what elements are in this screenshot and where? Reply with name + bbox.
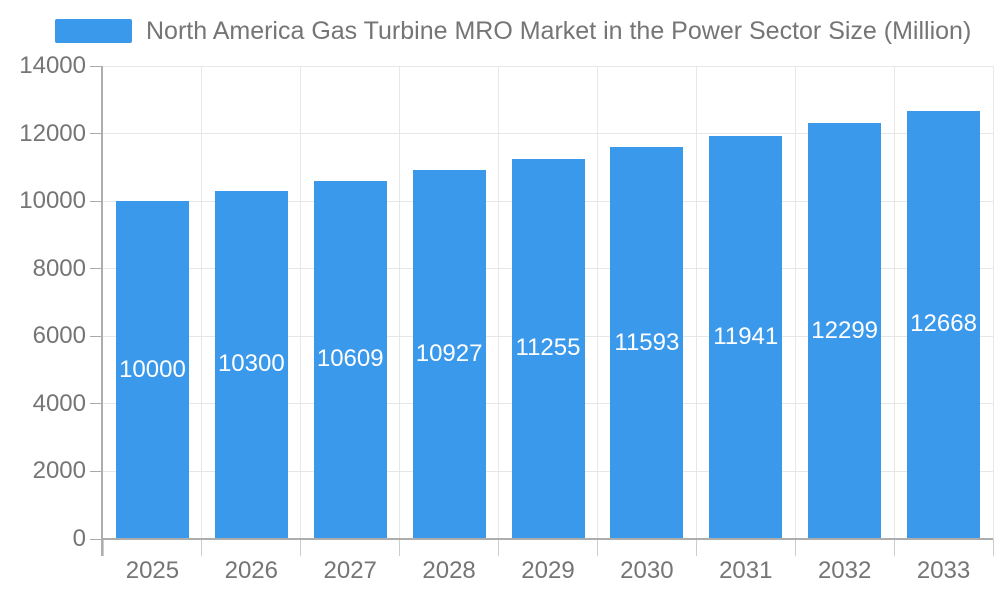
x-axis-line bbox=[103, 538, 993, 540]
y-axis-tick bbox=[90, 538, 103, 540]
x-axis-label: 2032 bbox=[817, 557, 872, 584]
gridline-horizontal bbox=[103, 65, 993, 67]
x-axis-label: 2028 bbox=[422, 557, 476, 584]
bar-value-label: 12668 bbox=[910, 310, 977, 338]
x-axis-label: 2029 bbox=[521, 557, 575, 584]
y-axis-tick bbox=[90, 133, 103, 135]
x-axis-label: 2025 bbox=[125, 557, 180, 584]
gridline-vertical bbox=[596, 66, 598, 539]
y-axis-tick bbox=[90, 65, 103, 67]
x-axis-label: 2031 bbox=[719, 557, 773, 584]
x-axis-tick bbox=[201, 539, 203, 556]
bar-value-label: 10000 bbox=[119, 355, 186, 383]
y-axis-tick bbox=[90, 470, 103, 472]
bar-2030[interactable]: 11593 bbox=[610, 147, 684, 538]
y-axis-label: 14000 bbox=[19, 52, 86, 79]
x-axis-tick bbox=[300, 539, 302, 556]
x-axis-tick bbox=[992, 539, 994, 556]
bar-value-label: 11941 bbox=[713, 322, 779, 350]
x-axis-tick bbox=[102, 539, 104, 556]
bar-2033[interactable]: 12668 bbox=[907, 111, 981, 538]
bar-2025[interactable]: 10000 bbox=[115, 201, 189, 538]
y-axis-tick bbox=[90, 200, 103, 202]
legend-swatch-icon bbox=[55, 19, 132, 43]
bar-value-label: 12299 bbox=[811, 316, 879, 344]
x-axis-label: 2030 bbox=[620, 557, 674, 584]
y-axis-label: 6000 bbox=[32, 322, 86, 350]
y-axis-tick bbox=[90, 403, 103, 405]
gridline-vertical bbox=[794, 66, 796, 539]
x-axis-tick bbox=[399, 539, 401, 556]
y-axis-tick bbox=[90, 335, 103, 337]
bar-2028[interactable]: 10927 bbox=[412, 169, 486, 538]
y-axis-label: 4000 bbox=[32, 389, 86, 417]
y-axis-line bbox=[101, 66, 103, 556]
bar-value-label: 10609 bbox=[316, 345, 384, 373]
bar-value-label: 10300 bbox=[217, 350, 285, 378]
gridline-vertical bbox=[300, 66, 302, 539]
y-axis-tick bbox=[90, 268, 103, 270]
y-axis-label: 12000 bbox=[19, 119, 86, 147]
bar-2027[interactable]: 10609 bbox=[313, 180, 387, 538]
gridline-vertical bbox=[992, 66, 994, 539]
y-axis-label: 2000 bbox=[32, 457, 86, 485]
bar-2031[interactable]: 11941 bbox=[709, 135, 783, 538]
legend-label: North America Gas Turbine MRO Market in … bbox=[146, 16, 972, 45]
x-axis-label: 2033 bbox=[916, 557, 971, 584]
gridline-vertical bbox=[201, 66, 203, 539]
x-axis-tick bbox=[498, 539, 500, 556]
gridline-vertical bbox=[695, 66, 697, 539]
gridline-vertical bbox=[399, 66, 401, 539]
bar-value-label: 11593 bbox=[614, 328, 680, 356]
x-axis-tick bbox=[695, 539, 697, 556]
bar-2032[interactable]: 12299 bbox=[808, 123, 882, 538]
bar-value-label: 11255 bbox=[515, 334, 581, 362]
gridline-vertical bbox=[498, 66, 500, 539]
legend-item[interactable]: North America Gas Turbine MRO Market in … bbox=[55, 16, 971, 46]
x-axis-label: 2026 bbox=[224, 557, 278, 584]
y-axis-label: 8000 bbox=[32, 254, 86, 282]
bar-value-label: 10927 bbox=[415, 339, 483, 367]
gridline-horizontal bbox=[103, 133, 993, 135]
bar-2026[interactable]: 10300 bbox=[214, 191, 288, 538]
gridline-vertical bbox=[893, 66, 895, 539]
x-axis-tick bbox=[893, 539, 895, 556]
x-axis-tick bbox=[596, 539, 598, 556]
y-axis-label: 0 bbox=[72, 525, 86, 552]
x-axis-tick bbox=[794, 539, 796, 556]
y-axis-label: 10000 bbox=[19, 187, 86, 215]
bar-2029[interactable]: 11255 bbox=[511, 158, 585, 538]
x-axis-label: 2027 bbox=[323, 557, 377, 584]
